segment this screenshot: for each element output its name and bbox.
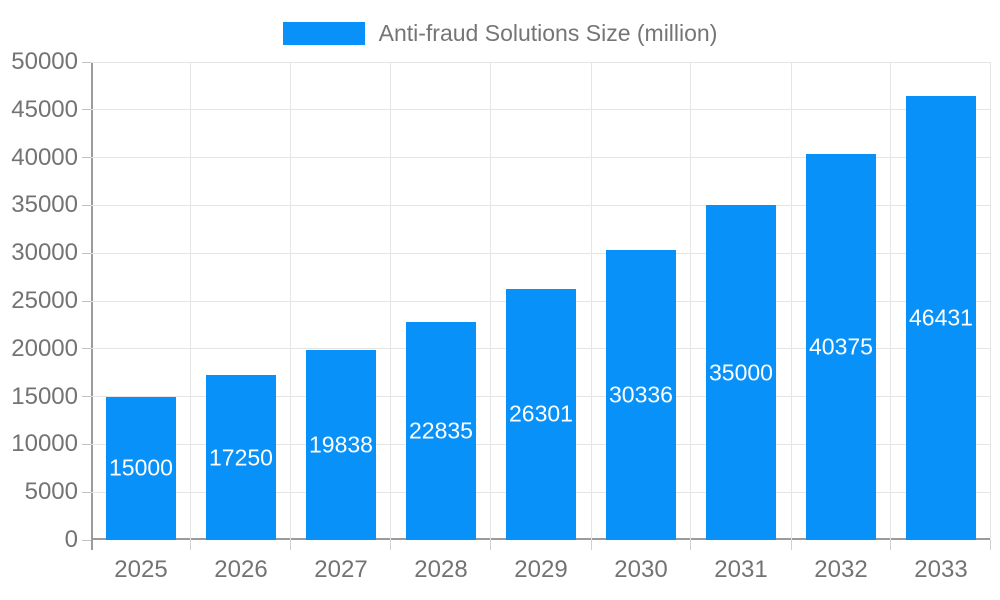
x-tick-label: 2031 (714, 556, 768, 583)
gridline-vertical (890, 62, 892, 540)
x-tick-label: 2029 (514, 556, 568, 583)
gridline-vertical (390, 62, 392, 540)
y-tick-mark (82, 61, 91, 63)
x-tick-mark (890, 540, 892, 550)
x-tick-mark (990, 540, 991, 550)
y-tick-label: 40000 (11, 143, 78, 171)
x-tick-mark (490, 540, 492, 550)
gridline-vertical (790, 62, 792, 540)
bar-2031[interactable]: 35000 (706, 205, 776, 540)
legend-label: Anti-fraud Solutions Size (million) (378, 19, 718, 46)
bar-2029[interactable]: 26301 (506, 288, 576, 540)
x-tick-label: 2032 (814, 556, 868, 583)
gridline-vertical (990, 62, 991, 540)
bar-2026[interactable]: 17250 (206, 375, 276, 540)
bar-2032[interactable]: 40375 (806, 154, 876, 540)
y-tick-label: 25000 (11, 287, 78, 314)
y-tick-label: 15000 (11, 382, 78, 410)
x-tick-label: 2033 (914, 556, 968, 583)
x-tick-label: 2030 (614, 556, 668, 583)
bar-value-label: 19838 (309, 431, 373, 458)
bar-value-label: 40375 (809, 333, 873, 360)
y-axis-labels: 0 5000 10000 15000 20000 25000 30000 35000 40000… (0, 48, 78, 553)
y-tick-mark (82, 539, 91, 541)
bar-value-label: 26301 (509, 400, 573, 427)
x-tick-label: 2027 (314, 556, 368, 583)
y-tick-label: 5000 (24, 478, 78, 506)
y-tick-mark (82, 109, 91, 111)
y-tick-mark (82, 396, 91, 398)
x-axis-labels: 2025 2026 2027 2028 2029 2030 2031 2032 2033 (91, 556, 991, 584)
x-tick-mark (190, 540, 192, 550)
y-tick-label: 50000 (11, 48, 78, 75)
y-tick-mark (82, 252, 91, 254)
plot-area: 15000 17250 19838 22835 26301 30336 35000 40375… (82, 61, 991, 550)
x-tick-mark (590, 540, 592, 550)
legend-item[interactable]: Anti-fraud Solutions Size (million) (0, 19, 1000, 46)
bar-2030[interactable]: 30336 (606, 250, 676, 540)
y-tick-mark (82, 348, 91, 350)
bar-value-label: 30336 (609, 381, 673, 408)
x-tick-mark (690, 540, 692, 550)
x-tick-label: 2028 (414, 556, 468, 583)
y-tick-label: 10000 (11, 430, 78, 458)
bar-value-label: 17250 (209, 444, 273, 471)
x-tick-label: 2025 (114, 556, 168, 583)
y-axis-line (91, 62, 93, 550)
bar-value-label: 22835 (409, 417, 473, 444)
gridline-horizontal (91, 109, 991, 111)
bar-2028[interactable]: 22835 (406, 321, 476, 540)
gridline-horizontal (91, 252, 991, 254)
gridline-horizontal (91, 61, 991, 63)
y-tick-mark (82, 204, 91, 206)
gridline-vertical (590, 62, 592, 540)
y-tick-label: 30000 (11, 239, 78, 267)
y-tick-label: 0 (64, 526, 78, 553)
x-tick-mark (290, 540, 292, 550)
gridline-horizontal (91, 204, 991, 206)
x-tick-label: 2026 (214, 556, 268, 583)
gridline-vertical (690, 62, 692, 540)
y-tick-mark (82, 491, 91, 493)
gridline-horizontal (91, 157, 991, 159)
gridline-vertical (190, 62, 192, 540)
bar-2025[interactable]: 15000 (106, 396, 176, 540)
bar-value-label: 15000 (109, 454, 173, 481)
y-tick-label: 45000 (11, 95, 78, 123)
x-tick-mark (390, 540, 392, 550)
gridline-vertical (290, 62, 292, 540)
y-tick-label: 35000 (11, 191, 78, 219)
y-tick-mark (82, 443, 91, 445)
y-tick-mark (82, 157, 91, 159)
bar-2033[interactable]: 46431 (906, 96, 976, 540)
y-tick-label: 20000 (11, 334, 78, 362)
bar-value-label: 46431 (909, 304, 973, 331)
gridline-vertical (490, 62, 492, 540)
x-tick-mark (790, 540, 792, 550)
legend-swatch (282, 21, 365, 45)
bar-value-label: 35000 (709, 359, 773, 386)
y-tick-mark (82, 300, 91, 302)
bar-2027[interactable]: 19838 (306, 350, 376, 540)
